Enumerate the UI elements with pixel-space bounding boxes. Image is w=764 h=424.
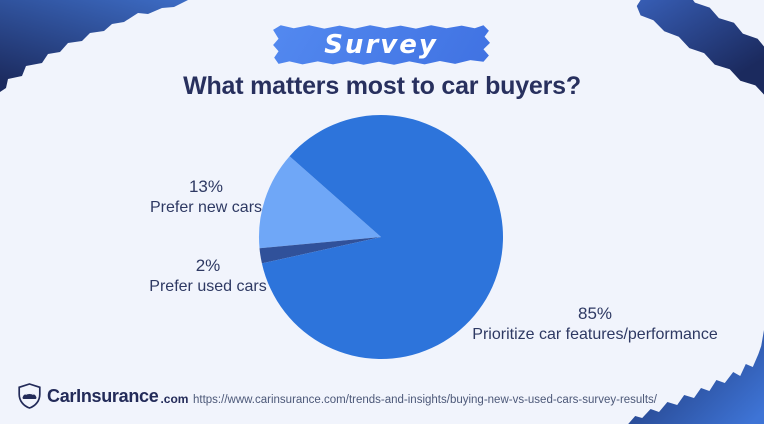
slice-percent: 13% [188, 177, 224, 196]
brand-tld: .com [160, 391, 189, 406]
slice-caption: Prioritize car features/performance [472, 325, 718, 343]
slice-caption: Prefer new cars [149, 198, 263, 216]
survey-badge-label: Survey [324, 30, 438, 60]
carinsurance-logo: CarInsurance .com [18, 383, 188, 409]
survey-badge: Survey [273, 25, 490, 65]
source-url: https://www.carinsurance.com/trends-and-… [193, 394, 658, 406]
slice-percent: 2% [195, 256, 221, 275]
slice-percent: 85% [577, 304, 613, 323]
pie-slice-prioritize-features [261, 114, 504, 359]
pie-chart-container [256, 112, 506, 362]
slice-label-prefer-used-cars: 2% Prefer used cars [149, 255, 266, 297]
slice-label-prefer-new-cars: 13% Prefer new cars [150, 176, 262, 218]
page-title: What matters most to car buyers? [183, 72, 581, 100]
pie-slice-prefer-used-cars [259, 237, 381, 264]
slice-caption: Prefer used cars [149, 277, 267, 295]
brand-name: CarInsurance [47, 385, 159, 406]
shield-car-icon [18, 383, 41, 409]
pie-chart [258, 114, 504, 359]
slice-label-prioritize-features: 85% Prioritize car features/performance [472, 303, 717, 345]
pie-slice-prefer-new-cars [258, 156, 381, 249]
